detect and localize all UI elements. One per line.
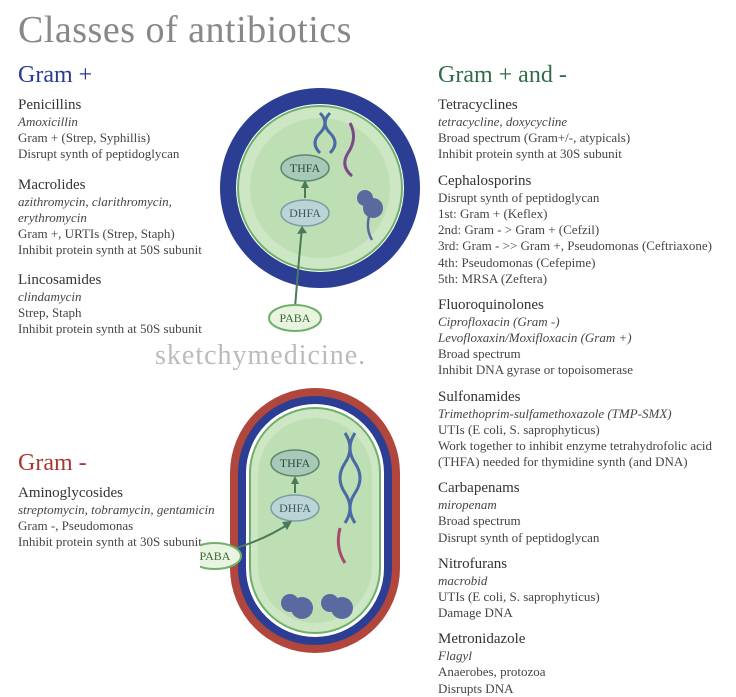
gram-pos-cell-diagram: THFA DHFA PABA [210, 68, 430, 338]
drug-examples: Ciprofloxacin (Gram -) Levofloxaxin/Moxi… [438, 314, 718, 346]
thfa-label: THFA [280, 456, 311, 470]
drug-examples: macrobid [438, 573, 718, 589]
drug-info: Broad spectrum (Gram+/-, atypicals) [438, 130, 718, 146]
drug-info: Disrupt synth of peptidoglycan [18, 146, 218, 162]
ribosome-icon [331, 597, 353, 619]
drug-info: Work together to inhibit enzyme tetrahyd… [438, 438, 718, 471]
drug-class: Macrolides [18, 177, 218, 194]
drug-info: 1st: Gram + (Keflex) [438, 206, 718, 222]
drug-info: Inhibit protein synth at 50S subunit [18, 321, 218, 337]
drug-class: Fluoroquinolones [438, 297, 718, 314]
drug-class: Tetracyclines [438, 97, 718, 114]
drug-info: 5th: MRSA (Zeftera) [438, 271, 718, 287]
drug-examples: tetracycline, doxycycline [438, 114, 718, 130]
drug-examples: Amoxicillin [18, 114, 218, 130]
drug-info: Broad spectrum [438, 346, 718, 362]
drug-class: Metronidazole [438, 631, 718, 648]
dhfa-label: DHFA [279, 501, 311, 515]
drug-info: Disrupts DNA [438, 681, 718, 697]
drug-class: Carbapenams [438, 480, 718, 497]
dhfa-label: DHFA [289, 206, 321, 220]
drug-info: Inhibit protein synth at 30S subunit [438, 146, 718, 162]
drug-class: Cephalosporins [438, 173, 718, 190]
drug-info: Damage DNA [438, 605, 718, 621]
drug-info: 2nd: Gram - > Gram + (Cefzil) [438, 222, 718, 238]
drug-info: 4th: Pseudomonas (Cefepime) [438, 255, 718, 271]
gram-neg-cell-diagram: THFA DHFA PABA [200, 378, 430, 663]
inner-cytoplasm-icon [250, 118, 390, 258]
drug-info: Disrupt synth of peptidoglycan [438, 190, 718, 206]
drug-info: UTIs (E coli, S. saprophyticus) [438, 422, 718, 438]
drug-info: Strep, Staph [18, 305, 218, 321]
drug-examples: Flagyl [438, 648, 718, 664]
drug-info: Inhibit DNA gyrase or topoisomerase [438, 362, 718, 378]
drug-info: Disrupt synth of peptidoglycan [438, 530, 718, 546]
drug-info: Broad spectrum [438, 513, 718, 529]
drug-class: Lincosamides [18, 272, 218, 289]
drug-examples: miropenam [438, 497, 718, 513]
gram-pos-section: Gram + Penicillins Amoxicillin Gram + (S… [18, 62, 218, 338]
paba-label: PABA [200, 549, 231, 563]
paba-label: PABA [280, 311, 311, 325]
drug-info: UTIs (E coli, S. saprophyticus) [438, 589, 718, 605]
drug-examples: clindamycin [18, 289, 218, 305]
drug-info: Gram +, URTIs (Strep, Staph) [18, 226, 218, 242]
ribosome-icon [363, 198, 383, 218]
drug-info: 3rd: Gram - >> Gram +, Pseudomonas (Ceft… [438, 238, 718, 254]
gram-pos-heading: Gram + [18, 62, 218, 89]
drug-examples: Trimethoprim-sulfamethoxazole (TMP-SMX) [438, 406, 718, 422]
drug-class: Penicillins [18, 97, 218, 114]
page-title: Classes of antibiotics [18, 8, 352, 52]
drug-class: Nitrofurans [438, 556, 718, 573]
drug-info: Gram + (Strep, Syphillis) [18, 130, 218, 146]
drug-info: Anaerobes, protozoa [438, 664, 718, 680]
drug-class: Sulfonamides [438, 389, 718, 406]
ribosome-icon [291, 597, 313, 619]
gram-both-section: Gram + and - Tetracyclines tetracycline,… [438, 62, 718, 697]
thfa-label: THFA [290, 161, 321, 175]
watermark: sketchymedicine. [155, 340, 366, 372]
gram-both-heading: Gram + and - [438, 62, 718, 89]
drug-examples: azithromycin, clarithromycin, erythromyc… [18, 194, 218, 226]
drug-info: Inhibit protein synth at 50S subunit [18, 242, 218, 258]
